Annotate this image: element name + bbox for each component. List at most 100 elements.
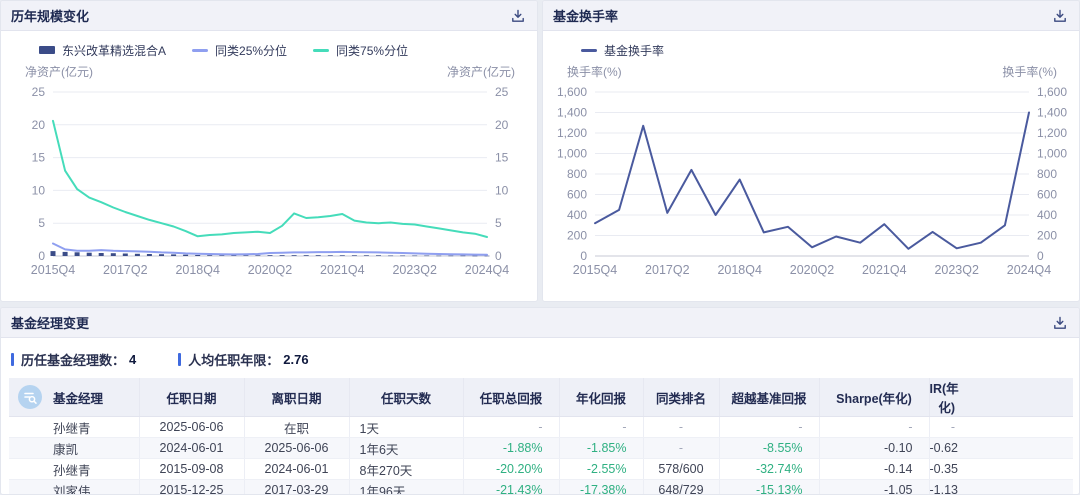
panel-scale-history: 历年规模变化 东兴改革精选混合A 同类25%分位 同类75%分位 净资产(亿元) 净… [0, 0, 538, 302]
panel-turnover: 基金换手率 基金换手率 换手率(%) 换手率(%) 0 0 200 200 400 400… [542, 0, 1080, 302]
legend-label: 同类25%分位 [215, 43, 288, 58]
table-cell: - [643, 416, 720, 438]
y-axis-title-right: 净资产(亿元) [447, 65, 515, 79]
column-header: 任职总回报 [463, 378, 560, 417]
svg-text:2018Q4: 2018Q4 [175, 263, 220, 277]
manager-table: 基金经理 任职日期 离职日期 任职天数 任职总回报 年化回报 同类排名 超越基准回报 Sharp… [9, 378, 1073, 494]
svg-text:1,000: 1,000 [1037, 147, 1067, 161]
table-cell: -17.38% [559, 479, 644, 494]
svg-text:2023Q2: 2023Q2 [392, 263, 437, 277]
legend-item-0[interactable]: 东兴改革精选混合A [39, 42, 166, 59]
download-icon[interactable] [1051, 314, 1069, 332]
svg-text:25: 25 [32, 85, 46, 99]
table-cell: - [819, 416, 930, 438]
svg-text:1,400: 1,400 [1037, 106, 1067, 120]
manager-table-wrap: 基金经理 任职日期 离职日期 任职天数 任职总回报 年化回报 同类排名 超越基准回报 Sharp… [9, 378, 1073, 494]
table-cell: -32.74% [719, 458, 820, 480]
line-swatch-icon [192, 48, 209, 52]
svg-text:1,600: 1,600 [557, 85, 587, 99]
svg-text:2024Q4: 2024Q4 [1007, 263, 1052, 277]
table-cell: - [929, 416, 1073, 438]
manager-panel-header: 基金经理变更 [1, 308, 1079, 338]
svg-text:0: 0 [495, 249, 502, 263]
download-icon[interactable] [509, 7, 527, 25]
manager-panel-title: 基金经理变更 [11, 316, 90, 331]
table-cell: 2024-06-01 [139, 437, 245, 459]
svg-text:400: 400 [567, 208, 587, 222]
bar-swatch-icon [39, 46, 55, 54]
column-header: IR(年化) [929, 378, 1073, 417]
table-header-row: 基金经理 任职日期 离职日期 任职天数 任职总回报 年化回报 同类排名 超越基准回报 Sharp… [9, 378, 1073, 417]
panel-manager-changes: 基金经理变更 历任基金经理数： 4 人均任职年限： 2.76 基金经理 任职日期 离职日期… [0, 307, 1080, 495]
svg-text:1,200: 1,200 [557, 126, 587, 140]
svg-text:20: 20 [32, 118, 46, 132]
legend-label: 东兴改革精选混合A [62, 43, 167, 58]
svg-text:600: 600 [1037, 188, 1057, 202]
table-cell: -15.13% [719, 479, 820, 494]
svg-text:1,200: 1,200 [1037, 126, 1067, 140]
table-cell: 孙继青 [9, 458, 140, 480]
y-axis-title-left: 净资产(亿元) [25, 65, 93, 79]
legend-item-0[interactable]: 基金换手率 [581, 42, 664, 59]
legend-item-1[interactable]: 同类25%分位 [192, 42, 287, 59]
table-cell: -0.62 [929, 437, 1073, 459]
table-cell: 1年6天 [349, 437, 464, 459]
svg-text:200: 200 [1037, 229, 1057, 243]
svg-text:20: 20 [495, 118, 509, 132]
table-cell: 1天 [349, 416, 464, 438]
y-axis-title-left: 换手率(%) [567, 65, 622, 79]
scale-panel-title: 历年规模变化 [11, 9, 90, 24]
table-cell: - [719, 416, 820, 438]
column-header-label: 基金经理 [53, 391, 104, 406]
svg-text:5: 5 [38, 216, 45, 230]
table-row: 孙继青 2015-09-08 2024-06-01 8年270天 -20.20% -2.5… [9, 458, 1073, 480]
table-cell: -1.85% [559, 437, 644, 459]
table-cell: -21.43% [463, 479, 560, 494]
legend-label: 基金换手率 [604, 43, 665, 58]
svg-text:2015Q4: 2015Q4 [31, 263, 76, 277]
svg-text:25: 25 [495, 85, 509, 99]
table-cell: 8年270天 [349, 458, 464, 480]
svg-text:10: 10 [495, 183, 509, 197]
table-cell: -0.14 [819, 458, 930, 480]
legend-item-2[interactable]: 同类75%分位 [313, 42, 408, 59]
table-cell: -1.88% [463, 437, 560, 459]
svg-text:15: 15 [32, 151, 46, 165]
scale-chart-legend: 东兴改革精选混合A 同类25%分位 同类75%分位 [1, 41, 537, 59]
turnover-chart-area: 基金换手率 换手率(%) 换手率(%) 0 0 200 200 400 400 600 600… [543, 31, 1079, 282]
column-header: 超越基准回报 [719, 378, 820, 417]
column-header: 同类排名 [643, 378, 720, 417]
table-cell: -20.20% [463, 458, 560, 480]
table-cell: 2017-03-29 [244, 479, 350, 494]
legend-label: 同类75%分位 [336, 43, 409, 58]
column-header: 任职天数 [349, 378, 464, 417]
svg-text:200: 200 [567, 229, 587, 243]
svg-text:800: 800 [567, 167, 587, 181]
table-cell: - [559, 416, 644, 438]
stat-item-1: 人均任职年限： 2.76 [178, 350, 309, 369]
column-header-manager: 基金经理 [9, 378, 140, 417]
table-cell: 1年96天 [349, 479, 464, 494]
scale-panel-header: 历年规模变化 [1, 1, 537, 31]
table-cell: 2024-06-01 [244, 458, 350, 480]
scale-axis-titles: 净资产(亿元) 净资产(亿元) [1, 59, 537, 80]
turnover-axis-titles: 换手率(%) 换手率(%) [543, 59, 1079, 80]
column-header: 离职日期 [244, 378, 350, 417]
table-cell: - [463, 416, 560, 438]
scale-history-chart: 0 0 5 5 10 10 15 15 20 20 25 25 2015Q4 2017Q2 2018Q4 20… [31, 85, 510, 277]
download-icon[interactable] [1051, 7, 1069, 25]
stat-item-0: 历任基金经理数： 4 [11, 350, 136, 369]
table-cell: 2015-12-25 [139, 479, 245, 494]
svg-text:1,000: 1,000 [557, 147, 587, 161]
table-cell: -0.10 [819, 437, 930, 459]
manager-stats-row: 历任基金经理数： 4 人均任职年限： 2.76 [1, 338, 1079, 378]
table-cell: -2.55% [559, 458, 644, 480]
table-cell: 孙继青 [9, 416, 140, 438]
svg-text:1,600: 1,600 [1037, 85, 1067, 99]
table-cell: 578/600 [643, 458, 720, 480]
stat-value: 4 [129, 352, 137, 367]
list-magnifier-icon [18, 385, 42, 409]
table-cell: 2015-09-08 [139, 458, 245, 480]
svg-text:2017Q2: 2017Q2 [645, 263, 690, 277]
